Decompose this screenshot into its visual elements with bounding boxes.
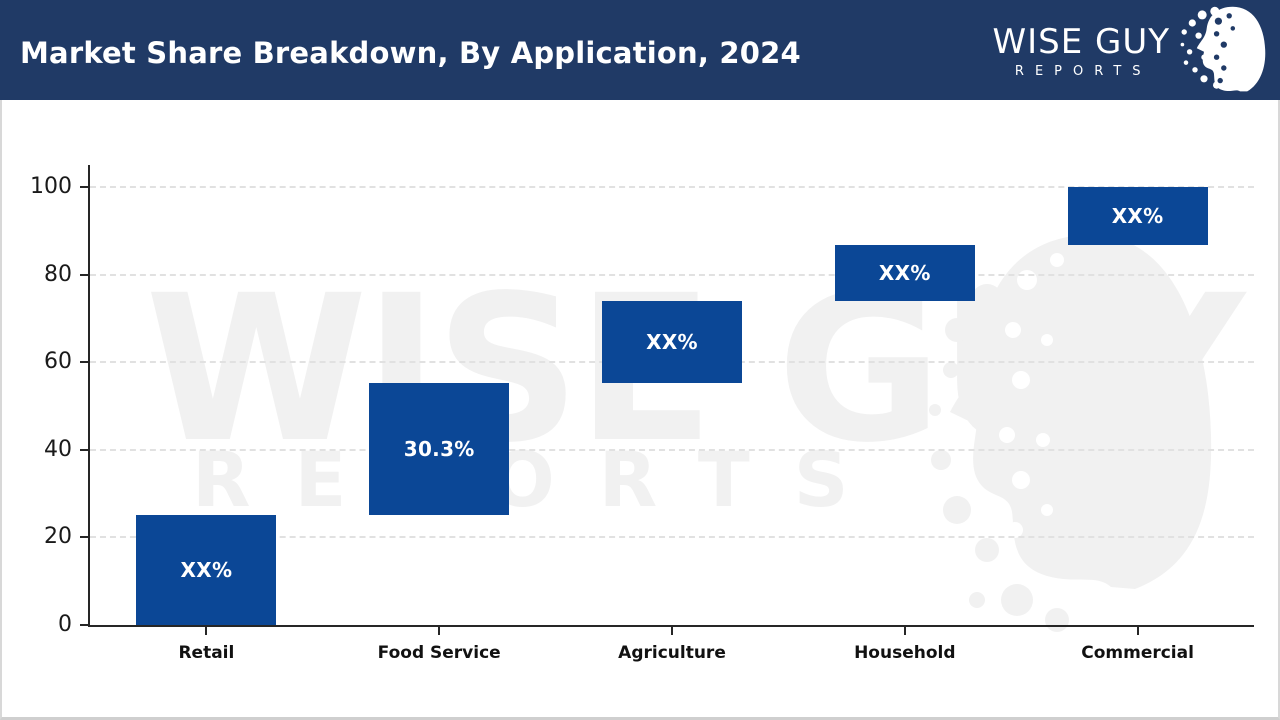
header-bar: Market Share Breakdown, By Application, … [0, 0, 1280, 100]
logo-subtext: REPORTS [1014, 63, 1152, 79]
bar-food-service: 30.3% [369, 382, 510, 516]
bar-value-label: 30.3% [403, 437, 475, 462]
y-tick-mark [80, 624, 88, 626]
x-axis-line [88, 625, 1254, 627]
gridline-100 [90, 185, 1254, 188]
category-label: Food Service [377, 643, 501, 663]
x-tick-mark [1136, 627, 1139, 635]
gridline-80 [90, 273, 1254, 276]
y-tick-label: 40 [44, 436, 72, 462]
y-tick-mark [80, 448, 88, 451]
y-axis-line [88, 165, 90, 627]
x-tick-mark [205, 627, 208, 635]
x-tick-mark [903, 627, 906, 635]
x-tick-mark [671, 627, 673, 635]
logo-text: WISE GUY REPORTS [992, 22, 1170, 79]
bar-household: XX% [834, 244, 975, 301]
y-tick-label: 100 [30, 173, 72, 199]
y-tick-mark [80, 185, 88, 188]
chart-area: WISE GUY REPORTS 0 20 40 60 80 100 XX% Retail 30… [0, 100, 1280, 720]
gridline-40 [90, 448, 1254, 451]
gridline-20 [90, 536, 1254, 539]
category-label: Commercial [1081, 643, 1194, 663]
x-tick-mark [438, 627, 441, 635]
plot: 0 20 40 60 80 100 XX% Retail 30.3% Food Service XX… [30, 165, 1254, 663]
bar-value-label: XX% [878, 260, 931, 285]
y-tick-label: 20 [44, 524, 72, 550]
y-tick-mark [80, 536, 88, 539]
category-label: Agriculture [618, 643, 726, 663]
bar-agriculture: XX% [602, 300, 742, 383]
y-tick-label: 0 [58, 612, 72, 637]
bar-retail: XX% [136, 515, 277, 625]
bar-value-label: XX% [1111, 203, 1164, 228]
y-tick-mark [80, 273, 88, 276]
y-tick-label: 60 [44, 349, 72, 375]
wiseguy-logo: WISE GUY REPORTS [992, 6, 1268, 94]
y-tick-mark [80, 361, 88, 364]
bar-value-label: XX% [646, 329, 698, 354]
logo-wordmark: WISE GUY [992, 21, 1170, 62]
y-tick-label: 80 [44, 261, 72, 287]
category-label: Retail [178, 643, 235, 663]
bar-value-label: XX% [180, 558, 233, 583]
category-label: Household [854, 643, 956, 663]
logo-head-icon [1180, 6, 1266, 92]
chart-title: Market Share Breakdown, By Application, … [20, 36, 801, 70]
bar-commercial: XX% [1067, 186, 1208, 245]
